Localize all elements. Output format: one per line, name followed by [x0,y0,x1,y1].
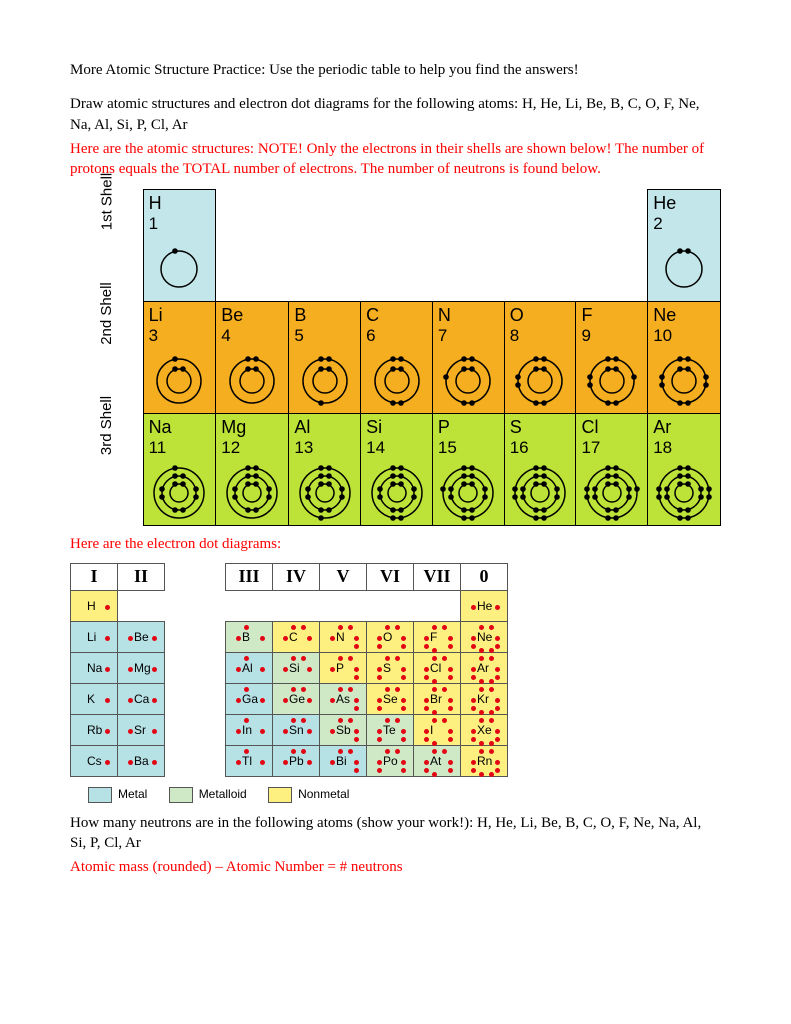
dot-cell-F: F [414,621,461,652]
dot-cell-Ne: Ne [461,621,508,652]
dot-cell-Be: Be [118,621,165,652]
dot-cell-Tl: Tl [226,745,273,776]
dot-cell-In: In [226,714,273,745]
neutron-formula: Atomic mass (rounded) – Atomic Number = … [70,857,721,877]
dot-cell-He: He [461,590,508,621]
dot-cell-Rb: Rb [71,714,118,745]
element-cell-Ne: Ne10 [648,302,721,414]
dot-cell-Sr: Sr [118,714,165,745]
dot-cell-I: I [414,714,461,745]
dot-cell-Na: Na [71,652,118,683]
element-cell-O: O8 [504,302,576,414]
dot-cell-Mg: Mg [118,652,165,683]
dot-cell-Li: Li [71,621,118,652]
title-line: More Atomic Structure Practice: Use the … [70,60,721,80]
dot-cell-B: B [226,621,273,652]
element-cell-He: He2 [648,190,721,302]
note-line: Here are the atomic structures: NOTE! On… [70,139,721,180]
dot-cell-Te: Te [367,714,414,745]
dot-cell-Ba: Ba [118,745,165,776]
dot-cell-Ga: Ga [226,683,273,714]
element-cell-B: B5 [289,302,361,414]
instruction-line: Draw atomic structures and electron dot … [70,94,721,135]
dot-cell-Sn: Sn [273,714,320,745]
element-cell-F: F9 [576,302,648,414]
element-cell-S: S16 [504,414,576,526]
dot-cell-Br: Br [414,683,461,714]
dot-cell-Kr: Kr [461,683,508,714]
dot-cell-Ge: Ge [273,683,320,714]
element-cell-Al: Al13 [289,414,361,526]
dot-cell-O: O [367,621,414,652]
element-cell-Be: Be4 [216,302,289,414]
element-cell-Na: Na11 [143,414,216,526]
dot-diagram-table: IIIIIIIVVVIVII0 H He Li Be B C N O F Ne … [70,563,721,803]
dot-cell-Cl: Cl [414,652,461,683]
dot-cell-Sb: Sb [320,714,367,745]
dot-cell-K: K [71,683,118,714]
shell-periodic-table: 1st Shell H1 He22nd Shell Li3 Be4 B5 C6 … [70,189,721,526]
dot-cell-N: N [320,621,367,652]
element-cell-Cl: Cl17 [576,414,648,526]
dot-cell-C: C [273,621,320,652]
dot-cell-Ca: Ca [118,683,165,714]
dot-cell-As: As [320,683,367,714]
element-cell-H: H1 [143,190,216,302]
legend: Metal Metalloid Nonmetal [70,787,721,803]
element-cell-Ar: Ar18 [648,414,721,526]
dot-cell-S: S [367,652,414,683]
element-cell-C: C6 [361,302,433,414]
dot-cell-Cs: Cs [71,745,118,776]
dot-cell-Si: Si [273,652,320,683]
dot-cell-P: P [320,652,367,683]
element-cell-P: P15 [432,414,504,526]
element-cell-N: N7 [432,302,504,414]
dot-cell-Pb: Pb [273,745,320,776]
dot-cell-Ar: Ar [461,652,508,683]
neutron-question: How many neutrons are in the following a… [70,813,721,854]
element-cell-Mg: Mg12 [216,414,289,526]
element-cell-Si: Si14 [361,414,433,526]
dot-heading: Here are the electron dot diagrams: [70,534,721,554]
dot-cell-Po: Po [367,745,414,776]
dot-cell-Rn: Rn [461,745,508,776]
dot-cell-Bi: Bi [320,745,367,776]
dot-cell-Xe: Xe [461,714,508,745]
dot-cell-Se: Se [367,683,414,714]
dot-cell-H: H [71,590,118,621]
dot-cell-Al: Al [226,652,273,683]
element-cell-Li: Li3 [143,302,216,414]
dot-cell-At: At [414,745,461,776]
